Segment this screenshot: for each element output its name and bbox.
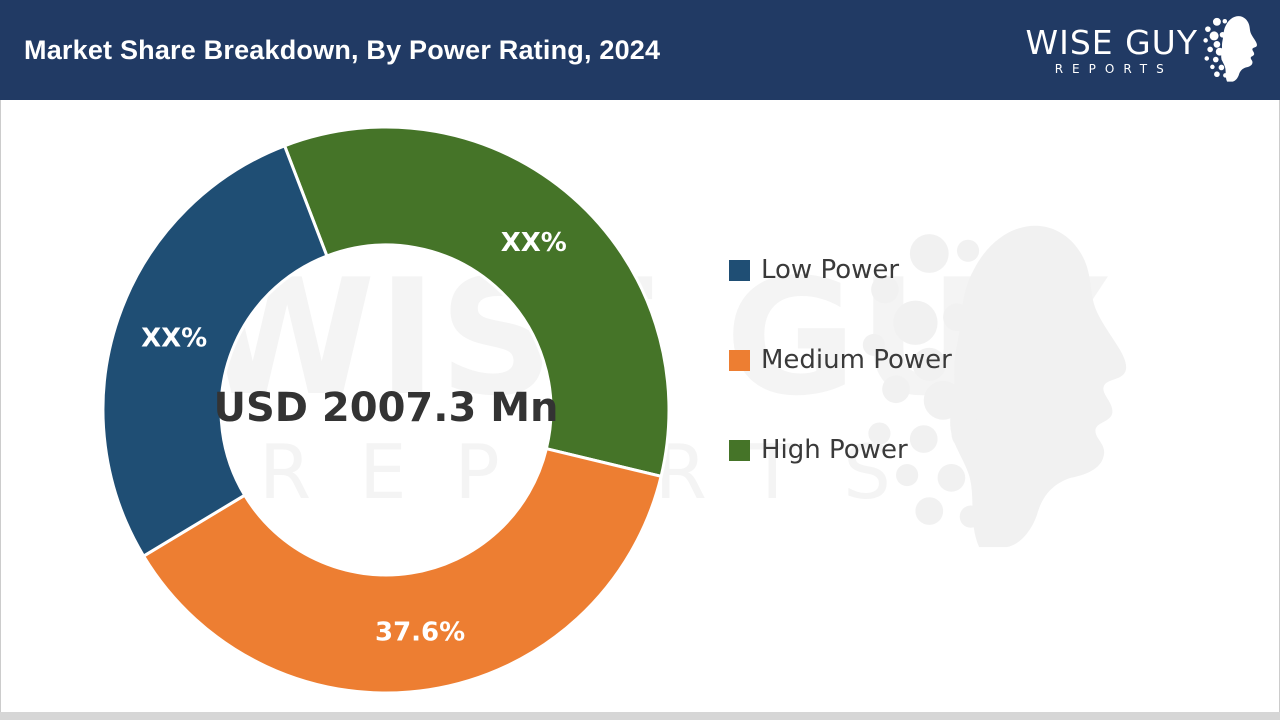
legend-item-low-power: Low Power [729, 255, 952, 285]
chart-area: WISE GUY REPORTS XX%37.6%XX% USD 2007.3 … [0, 100, 1280, 712]
legend-swatch-medium-power [729, 349, 750, 371]
donut-slice-low-power [101, 144, 329, 558]
page-title: Market Share Breakdown, By Power Rating,… [24, 34, 661, 65]
legend-label-medium-power: Medium Power [761, 345, 952, 375]
logo-face-icon [1200, 12, 1262, 88]
donut-center-label: USD 2007.3 Mn [213, 385, 559, 431]
brand-wordmark: WISE GUY REPORTS [1025, 26, 1198, 75]
slice-label-low-power: XX% [141, 323, 207, 353]
brand-logo: WISE GUY REPORTS [1025, 12, 1262, 88]
bottom-bar [0, 712, 1280, 720]
slice-label-medium-power: 37.6% [375, 617, 465, 647]
brand-name: WISE GUY [1025, 22, 1198, 62]
legend: Low Power Medium Power High Power [729, 255, 952, 465]
slice-label-high-power: XX% [501, 228, 567, 258]
brand-subtitle: REPORTS [1054, 61, 1173, 76]
legend-swatch-high-power [729, 439, 750, 461]
legend-label-low-power: Low Power [761, 255, 900, 285]
donut-slice-high-power [283, 125, 671, 478]
header: Market Share Breakdown, By Power Rating,… [0, 0, 1280, 100]
legend-item-medium-power: Medium Power [729, 345, 952, 375]
legend-item-high-power: High Power [729, 435, 952, 465]
donut-chart: XX% 37.6% XX% [101, 125, 671, 695]
legend-swatch-low-power [729, 259, 750, 281]
donut-slice-medium-power [142, 447, 663, 695]
legend-label-high-power: High Power [761, 435, 908, 465]
